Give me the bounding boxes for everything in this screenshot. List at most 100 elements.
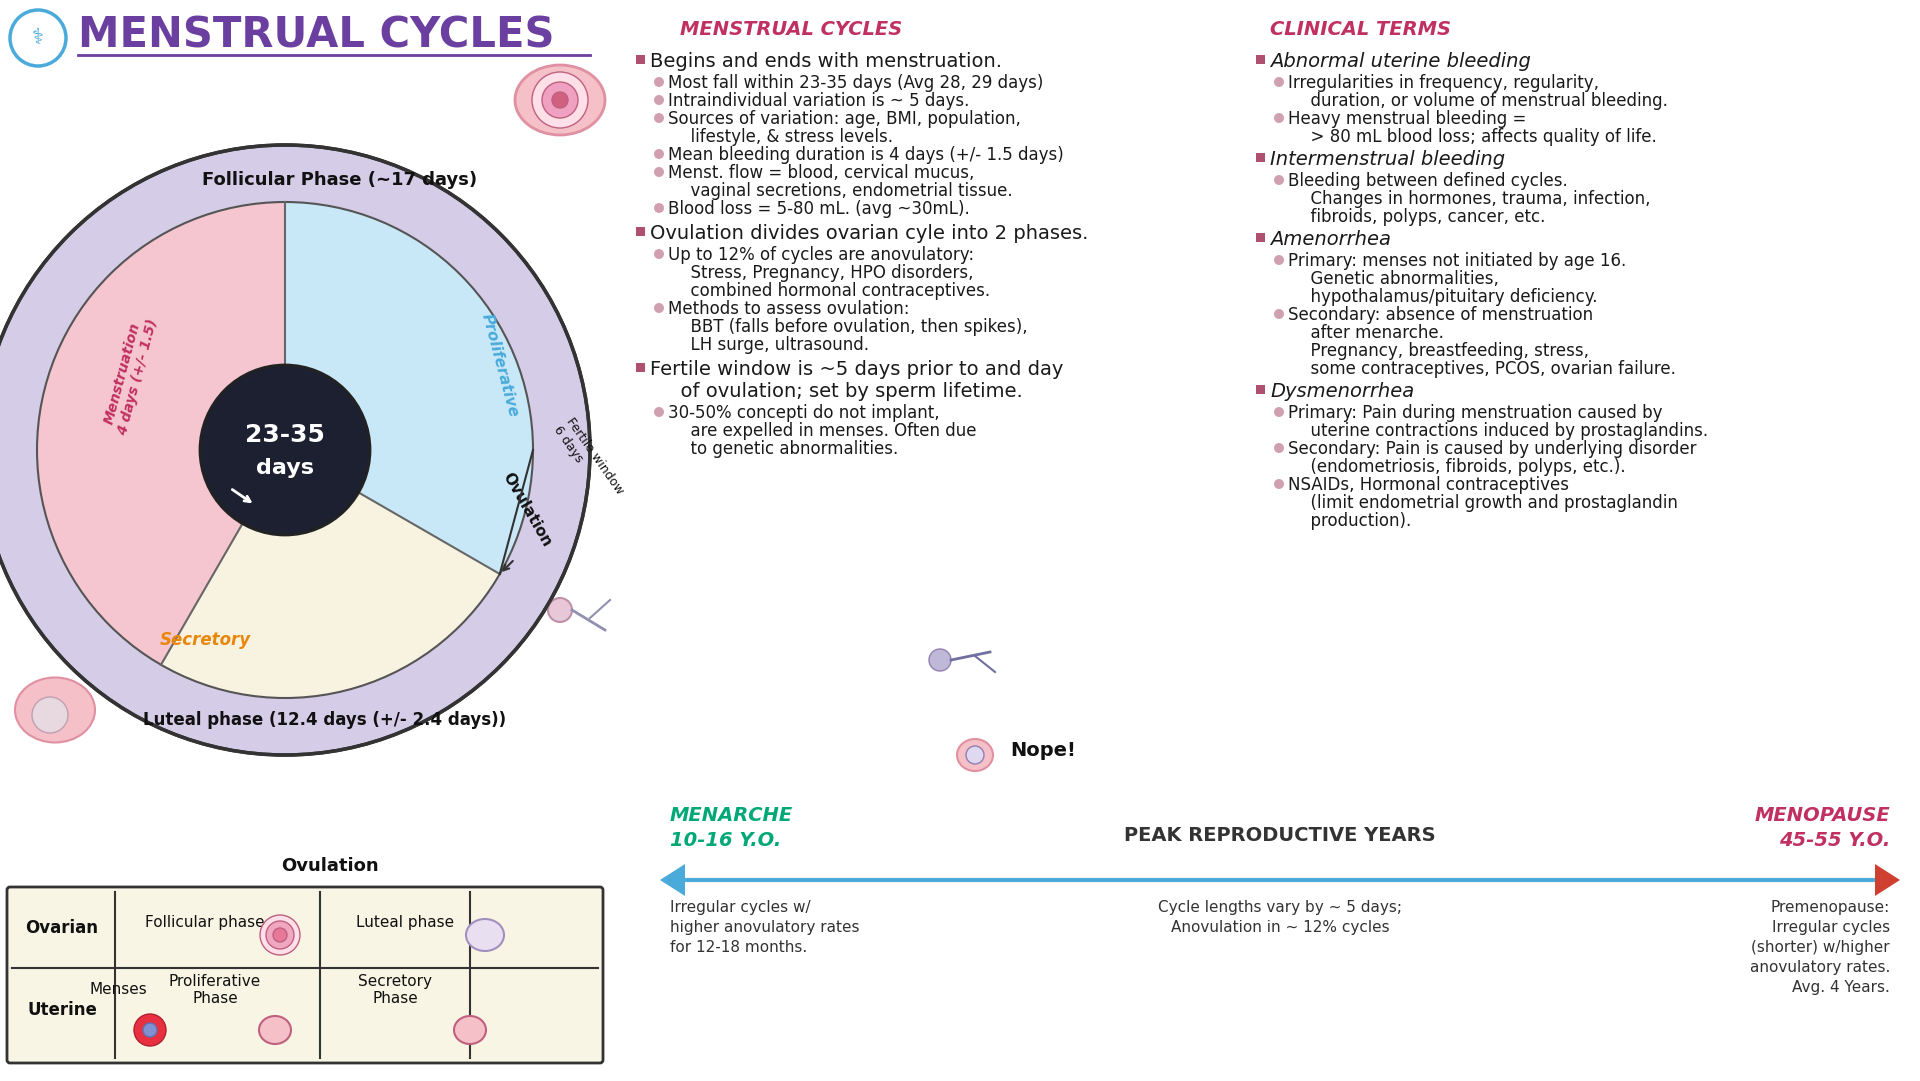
Text: production).: production). xyxy=(1300,512,1411,530)
Text: Abnormal uterine bleeding: Abnormal uterine bleeding xyxy=(1269,52,1530,71)
Text: Menses: Menses xyxy=(88,983,146,998)
Text: Proliferative: Proliferative xyxy=(478,311,520,418)
Text: uterine contractions induced by prostaglandins.: uterine contractions induced by prostagl… xyxy=(1300,422,1709,440)
Text: > 80 mL blood loss; affects quality of life.: > 80 mL blood loss; affects quality of l… xyxy=(1300,128,1657,146)
Circle shape xyxy=(1275,175,1284,185)
Text: Most fall within 23-35 days (Avg 28, 29 days): Most fall within 23-35 days (Avg 28, 29 … xyxy=(668,74,1043,92)
Circle shape xyxy=(134,1014,165,1046)
Text: of ovulation; set by sperm lifetime.: of ovulation; set by sperm lifetime. xyxy=(668,382,1023,401)
Text: MENOPAUSE: MENOPAUSE xyxy=(1755,806,1889,825)
Text: Methods to assess ovulation:: Methods to assess ovulation: xyxy=(668,301,910,318)
Text: combined hormonal contraceptives.: combined hormonal contraceptives. xyxy=(680,282,991,301)
Circle shape xyxy=(33,697,67,733)
Text: are expelled in menses. Often due: are expelled in menses. Often due xyxy=(680,422,977,440)
Text: Intraindividual variation is ~ 5 days.: Intraindividual variation is ~ 5 days. xyxy=(668,92,970,110)
Ellipse shape xyxy=(956,739,993,771)
Circle shape xyxy=(267,921,294,949)
Text: Premenopause:: Premenopause: xyxy=(1770,900,1889,915)
Circle shape xyxy=(553,92,568,108)
Text: some contraceptives, PCOS, ovarian failure.: some contraceptives, PCOS, ovarian failu… xyxy=(1300,360,1676,378)
Circle shape xyxy=(929,649,950,671)
Text: Stress, Pregnancy, HPO disorders,: Stress, Pregnancy, HPO disorders, xyxy=(680,264,973,282)
Polygon shape xyxy=(660,864,685,896)
Text: ⚕: ⚕ xyxy=(33,28,44,48)
Text: LH surge, ultrasound.: LH surge, ultrasound. xyxy=(680,336,870,353)
Text: vaginal secretions, endometrial tissue.: vaginal secretions, endometrial tissue. xyxy=(680,182,1012,200)
FancyBboxPatch shape xyxy=(636,362,645,372)
Text: Sources of variation: age, BMI, population,: Sources of variation: age, BMI, populati… xyxy=(668,110,1021,128)
FancyBboxPatch shape xyxy=(636,54,645,64)
Text: Irregularities in frequency, regularity,: Irregularities in frequency, regularity, xyxy=(1288,74,1599,92)
FancyBboxPatch shape xyxy=(1256,54,1265,64)
Text: Heavy menstrual bleeding =: Heavy menstrual bleeding = xyxy=(1288,110,1526,128)
Ellipse shape xyxy=(467,919,503,951)
Ellipse shape xyxy=(453,1016,486,1044)
Text: BBT (falls before ovulation, then spikes),: BBT (falls before ovulation, then spikes… xyxy=(680,318,1027,336)
Ellipse shape xyxy=(259,1016,292,1044)
Text: Genetic abnormalities,: Genetic abnormalities, xyxy=(1300,270,1500,288)
Ellipse shape xyxy=(15,678,94,743)
Circle shape xyxy=(966,746,983,764)
Polygon shape xyxy=(1876,864,1901,896)
Text: Changes in hormones, trauma, infection,: Changes in hormones, trauma, infection, xyxy=(1300,190,1651,208)
Circle shape xyxy=(1275,255,1284,265)
Wedge shape xyxy=(284,202,534,574)
Text: Intermenstrual bleeding: Intermenstrual bleeding xyxy=(1269,150,1505,169)
Text: hypothalamus/pituitary deficiency.: hypothalamus/pituitary deficiency. xyxy=(1300,288,1597,306)
Text: Nope!: Nope! xyxy=(1010,740,1075,760)
Text: Menst. flow = blood, cervical mucus,: Menst. flow = blood, cervical mucus, xyxy=(668,164,973,182)
Circle shape xyxy=(532,72,588,128)
Text: Irregular cycles: Irregular cycles xyxy=(1772,920,1889,935)
Text: NSAIDs, Hormonal contraceptives: NSAIDs, Hormonal contraceptives xyxy=(1288,476,1569,494)
Ellipse shape xyxy=(515,65,605,135)
Text: MENSTRUAL CYCLES: MENSTRUAL CYCLES xyxy=(680,21,902,39)
Text: (shorter) w/higher: (shorter) w/higher xyxy=(1751,940,1889,955)
Text: Dysmenorrhea: Dysmenorrhea xyxy=(1269,382,1415,401)
Text: Ovulation divides ovarian cyle into 2 phases.: Ovulation divides ovarian cyle into 2 ph… xyxy=(651,224,1089,243)
Text: duration, or volume of menstrual bleeding.: duration, or volume of menstrual bleedin… xyxy=(1300,92,1668,110)
Text: Avg. 4 Years.: Avg. 4 Years. xyxy=(1791,980,1889,995)
Text: Anovulation in ~ 12% cycles: Anovulation in ~ 12% cycles xyxy=(1171,920,1390,935)
Circle shape xyxy=(655,149,664,159)
FancyBboxPatch shape xyxy=(1256,152,1265,161)
Circle shape xyxy=(0,145,589,755)
FancyBboxPatch shape xyxy=(1256,385,1265,393)
Circle shape xyxy=(1275,443,1284,453)
Text: Mean bleeding duration is 4 days (+/- 1.5 days): Mean bleeding duration is 4 days (+/- 1.… xyxy=(668,146,1064,164)
Text: Amenorrhea: Amenorrhea xyxy=(1269,230,1390,249)
Circle shape xyxy=(547,598,572,622)
Text: to genetic abnormalities.: to genetic abnormalities. xyxy=(680,440,899,458)
Text: Ovulation: Ovulation xyxy=(280,857,378,875)
Text: Secondary: Pain is caused by underlying disorder: Secondary: Pain is caused by underlying … xyxy=(1288,440,1697,458)
Circle shape xyxy=(1275,309,1284,319)
Circle shape xyxy=(142,1023,157,1037)
Circle shape xyxy=(259,915,300,955)
Text: Ovulation: Ovulation xyxy=(499,470,555,550)
Text: Irregular cycles w/: Irregular cycles w/ xyxy=(670,900,810,915)
Text: 23-35: 23-35 xyxy=(246,423,324,448)
Text: Secretory: Secretory xyxy=(159,631,252,649)
Text: fibroids, polyps, cancer, etc.: fibroids, polyps, cancer, etc. xyxy=(1300,208,1546,226)
Text: Secretory
Phase: Secretory Phase xyxy=(357,974,432,1006)
Circle shape xyxy=(655,249,664,259)
Text: 10-16 Y.O.: 10-16 Y.O. xyxy=(670,831,781,850)
Text: Uterine: Uterine xyxy=(27,1001,96,1019)
Text: Secondary: absence of menstruation: Secondary: absence of menstruation xyxy=(1288,306,1594,324)
Text: Up to 12% of cycles are anovulatory:: Up to 12% of cycles are anovulatory: xyxy=(668,246,973,264)
Text: Cycle lengths vary by ~ 5 days;: Cycle lengths vary by ~ 5 days; xyxy=(1158,900,1402,915)
Text: Luteal phase: Luteal phase xyxy=(355,915,453,930)
Text: PEAK REPRODUCTIVE YEARS: PEAK REPRODUCTIVE YEARS xyxy=(1125,826,1436,845)
Circle shape xyxy=(1275,479,1284,489)
Circle shape xyxy=(1275,408,1284,417)
Circle shape xyxy=(541,82,578,118)
Text: Fertile window
6 days: Fertile window 6 days xyxy=(551,415,626,505)
Text: Proliferative
Phase: Proliferative Phase xyxy=(169,974,261,1006)
Circle shape xyxy=(655,166,664,177)
Text: 45-55 Y.O.: 45-55 Y.O. xyxy=(1778,831,1889,850)
Circle shape xyxy=(200,365,371,535)
Text: MENARCHE: MENARCHE xyxy=(670,806,793,825)
Text: Bleeding between defined cycles.: Bleeding between defined cycles. xyxy=(1288,172,1569,190)
FancyBboxPatch shape xyxy=(636,227,645,236)
Text: days: days xyxy=(255,458,315,478)
Circle shape xyxy=(1275,114,1284,123)
